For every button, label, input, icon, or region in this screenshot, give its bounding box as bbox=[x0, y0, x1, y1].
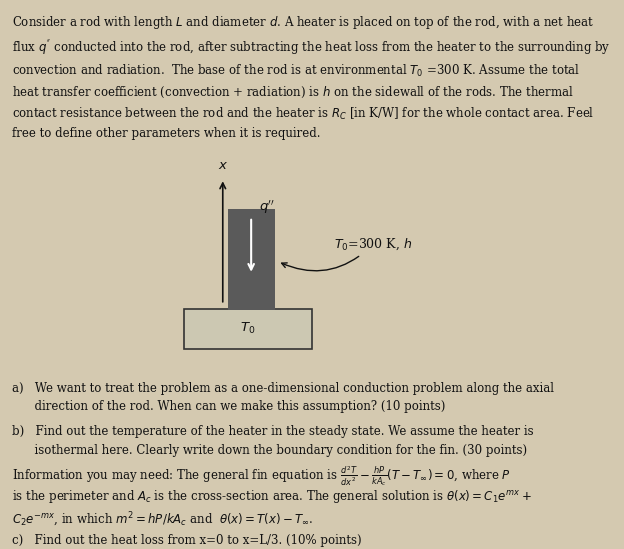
Bar bbox=[184, 309, 312, 349]
Text: Information you may need: The general fin equation is $\frac{d^2T}{dx^2} - \frac: Information you may need: The general fi… bbox=[12, 464, 512, 488]
Text: a)   We want to treat the problem as a one-dimensional conduction problem along : a) We want to treat the problem as a one… bbox=[12, 382, 555, 413]
Text: is the perimeter and $A_c$ is the cross-section area. The general solution is $\: is the perimeter and $A_c$ is the cross-… bbox=[12, 488, 532, 505]
Text: $q''$: $q''$ bbox=[258, 198, 275, 216]
Bar bbox=[228, 209, 275, 310]
Text: $x$: $x$ bbox=[218, 159, 228, 172]
Text: b)   Find out the temperature of the heater in the steady state. We assume the h: b) Find out the temperature of the heate… bbox=[12, 425, 534, 457]
Text: $T_0$: $T_0$ bbox=[240, 321, 256, 337]
Text: c)   Find out the heat loss from x=0 to x=L/3. (10% points): c) Find out the heat loss from x=0 to x=… bbox=[12, 534, 362, 547]
Text: $T_0$=300 K, $h$: $T_0$=300 K, $h$ bbox=[281, 237, 412, 271]
Text: Consider a rod with length $L$ and diameter $d$. A heater is placed on top of th: Consider a rod with length $L$ and diame… bbox=[12, 14, 611, 140]
Text: $C_2e^{-mx}$, in which $m^2 = hP/kA_c$ and  $\theta(x) = T(x) - T_\infty$.: $C_2e^{-mx}$, in which $m^2 = hP/kA_c$ a… bbox=[12, 511, 314, 529]
